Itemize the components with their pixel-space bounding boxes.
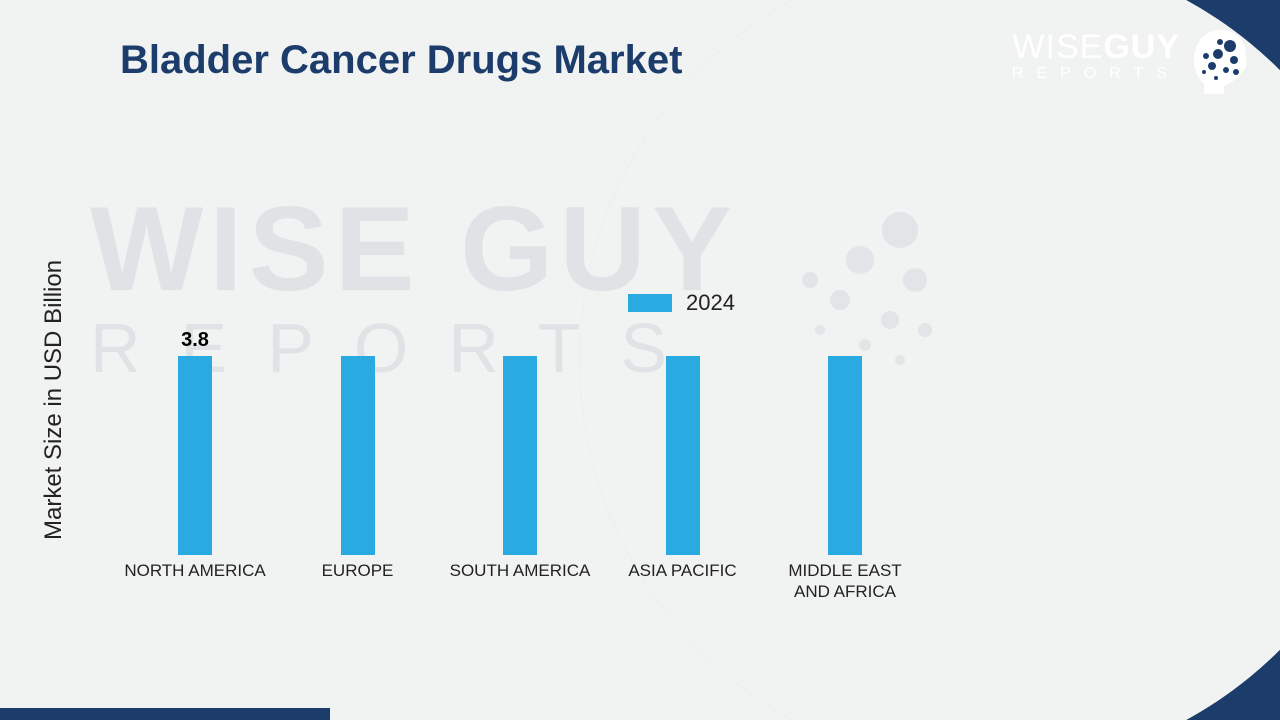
y-axis-label: Market Size in USD Billion [40,260,68,540]
bar [828,356,862,555]
legend-swatch [628,294,672,312]
brand-word-guy: GUY [1103,28,1180,66]
legend: 2024 [628,290,735,316]
bar-value-label: 3.8 [181,329,209,352]
brand-line1: WISEGUY [1012,28,1180,67]
bars-container: 3.8 [120,335,920,555]
footer-accent-bar [0,708,330,720]
x-label: ASIA PACIFIC [608,560,758,603]
bar-slot: 3.8 [120,329,270,555]
legend-label: 2024 [686,290,735,316]
x-label: SOUTH AMERICA [445,560,595,603]
canvas: WISE GUY REPORTS WISEGUY REPORTS [0,0,1280,720]
bar-slot [283,330,433,555]
bar-slot [608,330,758,555]
bar [178,356,212,555]
brand-head-icon [1190,28,1250,98]
brand-logo: WISEGUY REPORTS [1012,28,1250,98]
bar-chart: 3.8 [120,335,920,555]
x-label: MIDDLE EAST AND AFRICA [770,560,920,603]
brand-line2: REPORTS [1012,65,1180,83]
brand-word-wise: WISE [1012,28,1103,66]
x-axis-labels: NORTH AMERICA EUROPE SOUTH AMERICA ASIA … [120,560,920,603]
x-label: EUROPE [283,560,433,603]
bar [666,356,700,555]
chart-title: Bladder Cancer Drugs Market [120,38,682,83]
x-label: NORTH AMERICA [120,560,270,603]
bar-slot [770,330,920,555]
bar [503,356,537,555]
bar [341,356,375,555]
bar-slot [445,330,595,555]
